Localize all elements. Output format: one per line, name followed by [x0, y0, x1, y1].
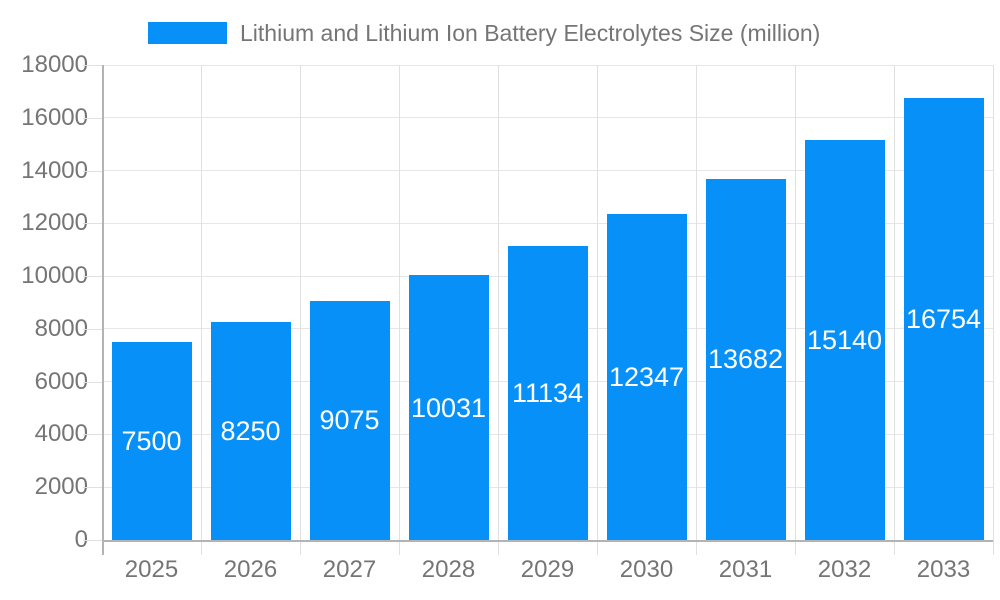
- gridline-vertical: [992, 65, 994, 540]
- bar[interactable]: [804, 140, 885, 540]
- gridline-vertical: [893, 65, 895, 540]
- bar[interactable]: [111, 342, 192, 540]
- x-axis-label: 2026: [223, 556, 278, 583]
- gridline-horizontal: [102, 222, 993, 224]
- x-axis-tick: [893, 540, 895, 555]
- legend: Lithium and Lithium Ion Battery Electrol…: [148, 19, 820, 47]
- y-axis-label: 0: [74, 526, 88, 553]
- y-axis-label: 10000: [21, 262, 88, 290]
- y-axis-tick: [83, 170, 102, 172]
- x-axis-label: 2031: [718, 556, 773, 583]
- bar-value-label: 13682: [707, 344, 784, 375]
- gridline-vertical: [398, 65, 400, 540]
- y-axis-label: 18000: [21, 51, 88, 78]
- gridline-horizontal: [102, 64, 993, 66]
- x-axis-label: 2028: [421, 556, 476, 583]
- bar-value-label: 15140: [806, 325, 883, 356]
- y-axis-label: 12000: [21, 209, 88, 237]
- x-axis-tick: [299, 540, 301, 555]
- bar[interactable]: [705, 178, 786, 540]
- y-axis-tick: [83, 381, 102, 383]
- bar-value-label: 9075: [319, 405, 380, 436]
- bar[interactable]: [210, 322, 291, 540]
- y-axis-tick: [83, 328, 102, 330]
- x-axis-label: 2029: [520, 556, 575, 583]
- bar-value-label: 11134: [511, 378, 584, 409]
- y-axis-tick: [83, 276, 102, 278]
- x-axis-label: 2025: [124, 556, 179, 583]
- x-axis-line: [102, 540, 993, 542]
- bar-value-label: 12347: [608, 362, 685, 393]
- x-axis-tick: [695, 540, 697, 555]
- x-axis-tick: [200, 540, 202, 555]
- x-axis-label: 2030: [619, 556, 674, 583]
- y-axis-tick: [83, 434, 102, 436]
- x-axis-label: 2032: [817, 556, 872, 583]
- x-axis-label: 2027: [322, 556, 377, 583]
- y-axis-label: 6000: [34, 367, 88, 395]
- y-axis-label: 14000: [21, 156, 88, 184]
- bar-value-label: 10031: [410, 392, 487, 423]
- gridline-vertical: [794, 65, 796, 540]
- bar-value-label: 16754: [905, 303, 982, 334]
- gridline-vertical: [695, 65, 697, 540]
- y-axis-label: 2000: [34, 473, 88, 501]
- bar-value-label: 7500: [121, 426, 182, 457]
- x-axis-label: 2033: [916, 556, 971, 583]
- bar[interactable]: [408, 275, 489, 540]
- plot-area: 7500 8250 9075 10031 11134 12347 13682 15140 167…: [102, 64, 994, 555]
- x-axis-tick: [992, 540, 994, 555]
- legend-label: Lithium and Lithium Ion Battery Electrol…: [240, 19, 821, 46]
- y-axis-tick: [83, 117, 102, 119]
- x-axis-tick: [398, 540, 400, 555]
- y-axis-line: [102, 65, 104, 555]
- gridline-vertical: [299, 65, 301, 540]
- x-axis-tick: [497, 540, 499, 555]
- x-axis-tick: [596, 540, 598, 555]
- bar[interactable]: [606, 214, 687, 540]
- y-axis-tick: [83, 223, 102, 225]
- legend-swatch: [148, 22, 227, 44]
- gridline-horizontal: [102, 117, 993, 119]
- y-axis-tick: [83, 540, 102, 541]
- bar-value-label: 8250: [220, 416, 281, 447]
- y-axis-tick: [83, 487, 102, 489]
- gridline-horizontal: [102, 170, 993, 172]
- bar[interactable]: [507, 246, 588, 540]
- gridline-vertical: [497, 65, 499, 540]
- gridline-vertical: [200, 65, 202, 540]
- x-axis-tick: [794, 540, 796, 555]
- bar[interactable]: [903, 97, 984, 540]
- y-axis-tick: [83, 65, 102, 66]
- y-axis-label: 4000: [34, 420, 88, 448]
- bar[interactable]: [309, 300, 390, 540]
- y-axis-label: 8000: [34, 314, 88, 342]
- gridline-vertical: [596, 65, 598, 540]
- y-axis-label: 16000: [21, 103, 88, 131]
